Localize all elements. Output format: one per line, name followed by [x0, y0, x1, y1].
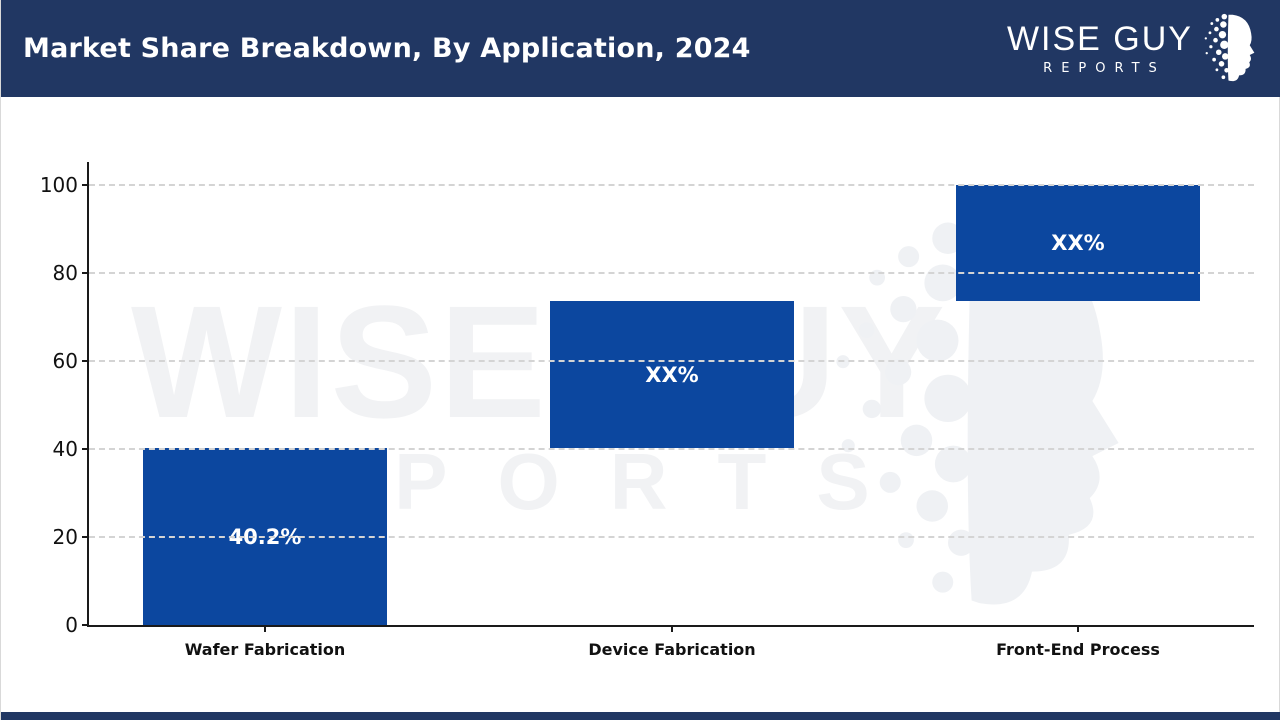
page-title: Market Share Breakdown, By Application, … [23, 33, 751, 64]
bar-value-label: XX% [645, 362, 699, 387]
y-tick-mark [82, 624, 88, 626]
x-tick-mark [264, 626, 266, 632]
y-tick-label: 40 [52, 437, 78, 461]
y-tick-label: 80 [52, 261, 78, 285]
y-tick-mark [82, 184, 88, 186]
x-tick-label: Front-End Process [996, 640, 1160, 659]
wiseguy-logo-text: WISE GUY REPORTS [1007, 22, 1193, 75]
y-tick-mark [82, 448, 88, 450]
gridline [89, 272, 1254, 274]
x-tick-label: Wafer Fabrication [184, 640, 346, 659]
logo-brand-name: WISE GUY [1006, 20, 1193, 58]
y-tick-mark [82, 272, 88, 274]
footer-bar [1, 712, 1280, 720]
x-tick-mark [1077, 626, 1079, 632]
bar-device-fabrication: XX% [550, 301, 794, 449]
gridline [89, 536, 1254, 538]
x-tick-label: Device Fabrication [588, 640, 756, 659]
y-tick-label: 0 [65, 613, 78, 637]
wiseguy-face-icon [1204, 13, 1255, 81]
bar-front-end-process: XX% [956, 185, 1200, 302]
gridline [89, 184, 1254, 186]
bar-value-label: XX% [1051, 231, 1105, 256]
y-tick-mark [82, 536, 88, 538]
wiseguy-logo: WISE GUY REPORTS [1007, 12, 1257, 86]
axis-bottom-spine [87, 625, 1254, 627]
axis-left-spine [87, 162, 89, 627]
y-tick-label: 20 [52, 525, 78, 549]
header-bar: Market Share Breakdown, By Application, … [1, 0, 1280, 97]
logo-brand-subtitle: REPORTS [1043, 61, 1166, 76]
x-tick-mark [671, 626, 673, 632]
gridline [89, 448, 1254, 450]
y-tick-mark [82, 360, 88, 362]
gridline [89, 360, 1254, 362]
y-tick-label: 100 [39, 173, 78, 197]
y-tick-label: 60 [52, 349, 78, 373]
